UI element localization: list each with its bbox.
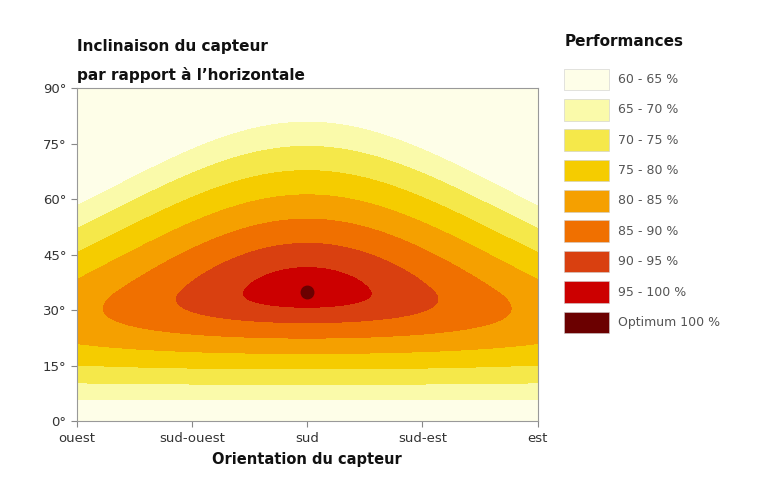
Text: 90 - 95 %: 90 - 95 % bbox=[618, 255, 678, 268]
Text: 65 - 70 %: 65 - 70 % bbox=[618, 103, 679, 116]
Text: 80 - 85 %: 80 - 85 % bbox=[618, 195, 679, 207]
Point bbox=[301, 417, 313, 425]
Text: Performances: Performances bbox=[564, 34, 684, 49]
Point bbox=[301, 417, 313, 425]
Point bbox=[301, 417, 313, 425]
Text: Inclinaison du capteur: Inclinaison du capteur bbox=[77, 39, 268, 54]
Point bbox=[301, 417, 313, 425]
Text: Optimum 100 %: Optimum 100 % bbox=[618, 316, 720, 329]
Point bbox=[301, 417, 313, 425]
Text: par rapport à l’horizontale: par rapport à l’horizontale bbox=[77, 67, 305, 83]
X-axis label: Orientation du capteur: Orientation du capteur bbox=[212, 452, 402, 467]
Point bbox=[301, 417, 313, 425]
Text: 70 - 75 %: 70 - 75 % bbox=[618, 134, 679, 147]
Text: 85 - 90 %: 85 - 90 % bbox=[618, 225, 679, 238]
Text: 75 - 80 %: 75 - 80 % bbox=[618, 164, 679, 177]
Point bbox=[301, 417, 313, 425]
Text: 95 - 100 %: 95 - 100 % bbox=[618, 286, 687, 298]
Point bbox=[301, 417, 313, 425]
Text: 60 - 65 %: 60 - 65 % bbox=[618, 73, 678, 86]
Point bbox=[301, 417, 313, 425]
